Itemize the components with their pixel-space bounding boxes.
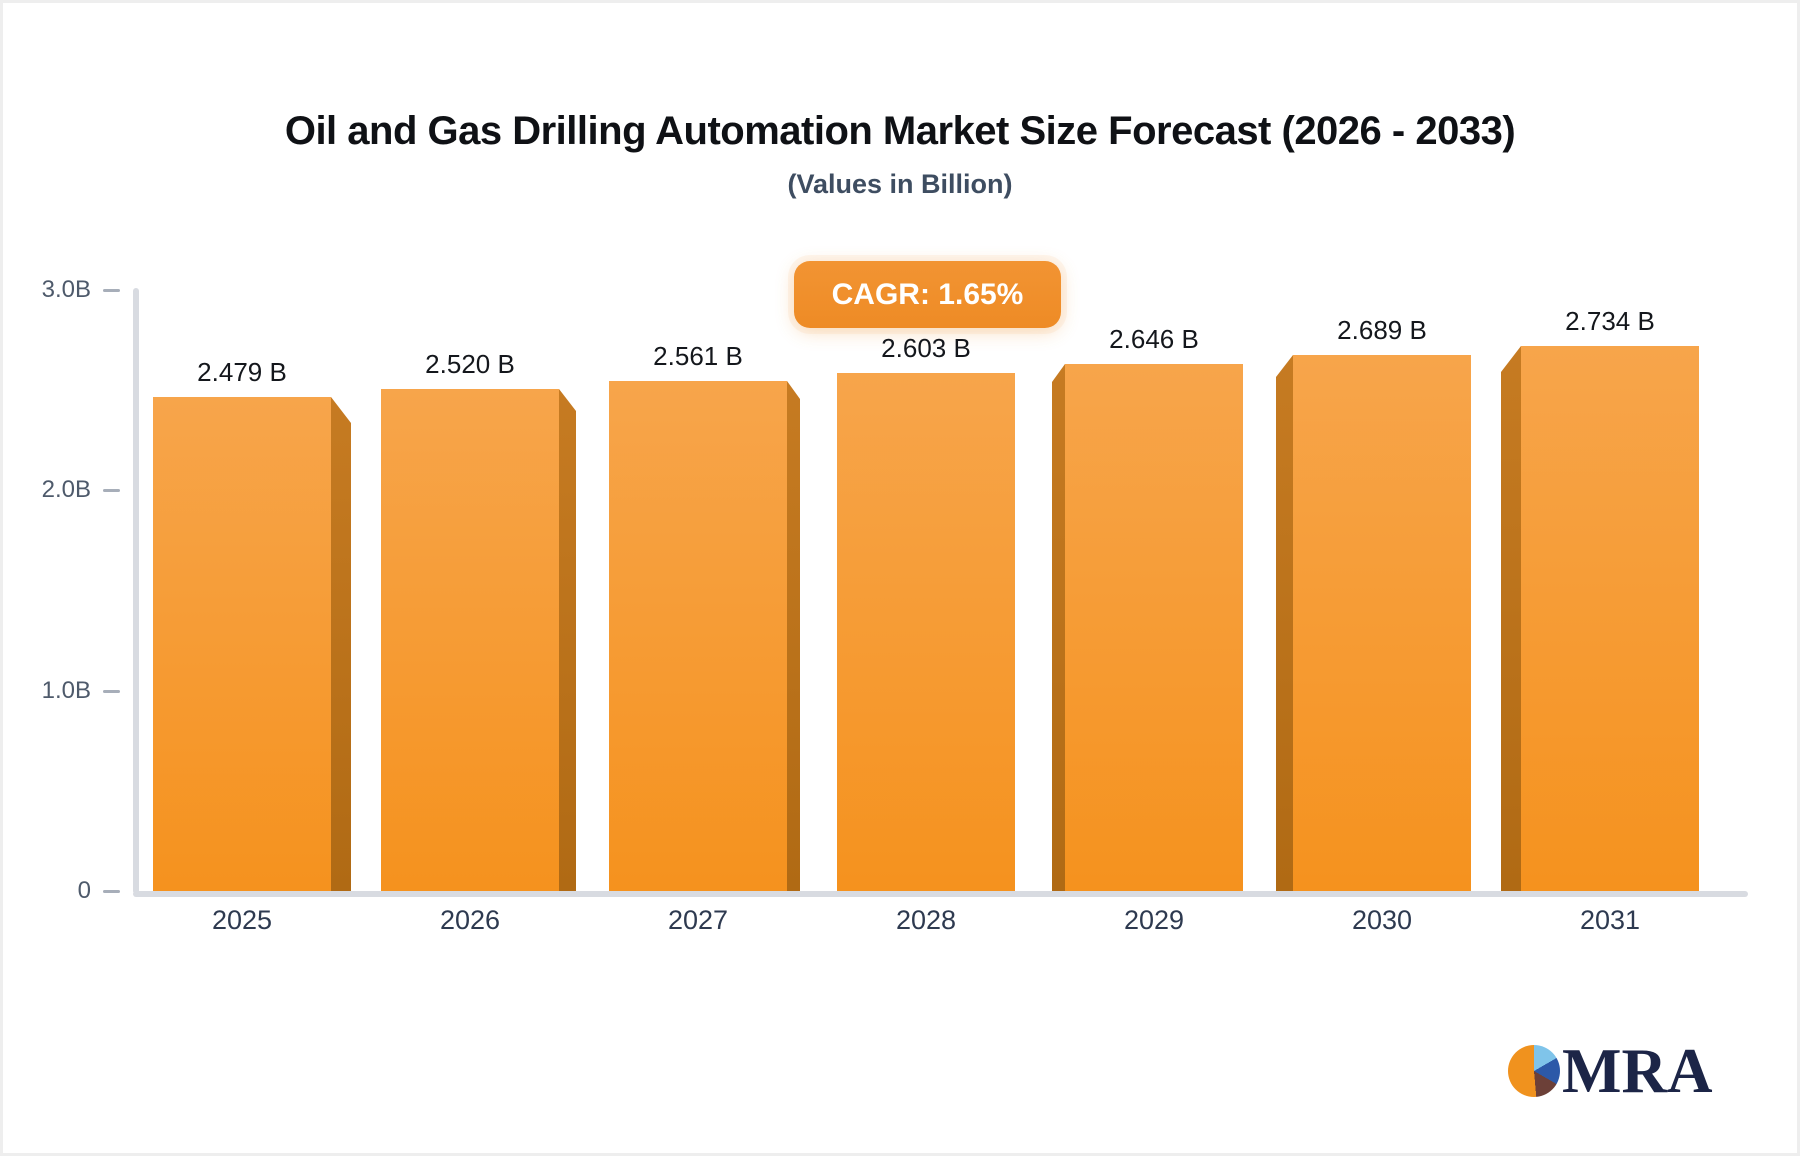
x-axis-line (133, 891, 1748, 897)
bar (837, 373, 1015, 891)
bar-side-shadow (331, 397, 351, 891)
x-axis-category-label: 2031 (1579, 905, 1641, 935)
bar-group: 2.734 B (1501, 306, 1699, 891)
x-axis-category-label: 2030 (1351, 905, 1413, 935)
bar-value-label: 2.646 B (1109, 324, 1199, 354)
bar (1065, 364, 1243, 891)
chart-title: Oil and Gas Drilling Automation Market S… (284, 109, 1516, 153)
bar-value-label: 2.479 B (197, 357, 287, 387)
bar-group: 2.646 B (1052, 324, 1243, 891)
y-tick-mark (103, 289, 120, 293)
bar-group: 2.561 B (609, 341, 800, 891)
bar-value-label: 2.734 B (1565, 306, 1655, 336)
bar-group: 2.603 B (837, 333, 1015, 891)
bar-side-shadow (1501, 346, 1521, 891)
y-tick-label: 2.0B (41, 476, 91, 504)
bar-group: 2.479 B (153, 357, 351, 891)
x-axis-category-label: 2029 (1123, 905, 1185, 935)
y-tick-mark (103, 890, 120, 893)
bar (609, 381, 787, 891)
bar (1521, 346, 1699, 891)
y-tick-mark (103, 489, 120, 493)
cagr-badge-label: CAGR: 1.65% (831, 277, 1024, 311)
y-tick-label: 3.0B (41, 276, 91, 304)
pie-chart-icon (1508, 1045, 1560, 1097)
bar-value-label: 2.689 B (1337, 315, 1427, 345)
bar-side-shadow (1276, 355, 1293, 891)
y-axis-line (133, 288, 139, 894)
chart-subtitle: (Values in Billion) (787, 169, 1013, 199)
bar (1293, 355, 1471, 891)
bar-side-shadow (1052, 364, 1065, 891)
x-axis-category-label: 2027 (667, 905, 729, 935)
logo-text: MRA (1562, 1036, 1713, 1106)
bar (153, 397, 331, 891)
bar-value-label: 2.561 B (653, 341, 743, 371)
bar-value-label: 2.603 B (881, 333, 971, 363)
x-axis-category-label: 2025 (211, 905, 273, 935)
bar (381, 389, 559, 891)
y-tick-label: 0 (77, 877, 91, 904)
bar-side-shadow (787, 381, 800, 891)
bar-value-label: 2.520 B (425, 349, 515, 379)
brand-logo: MRA (1508, 1035, 1712, 1107)
y-tick-mark (103, 689, 120, 693)
bar-side-shadow (559, 389, 576, 891)
y-tick-label: 1.0B (41, 676, 91, 704)
cagr-badge: CAGR: 1.65% (794, 261, 1061, 328)
x-axis-category-label: 2026 (439, 905, 501, 935)
bar-group: 2.689 B (1276, 315, 1471, 891)
x-axis-category-label: 2028 (895, 905, 957, 935)
bar-group: 2.520 B (381, 349, 576, 891)
